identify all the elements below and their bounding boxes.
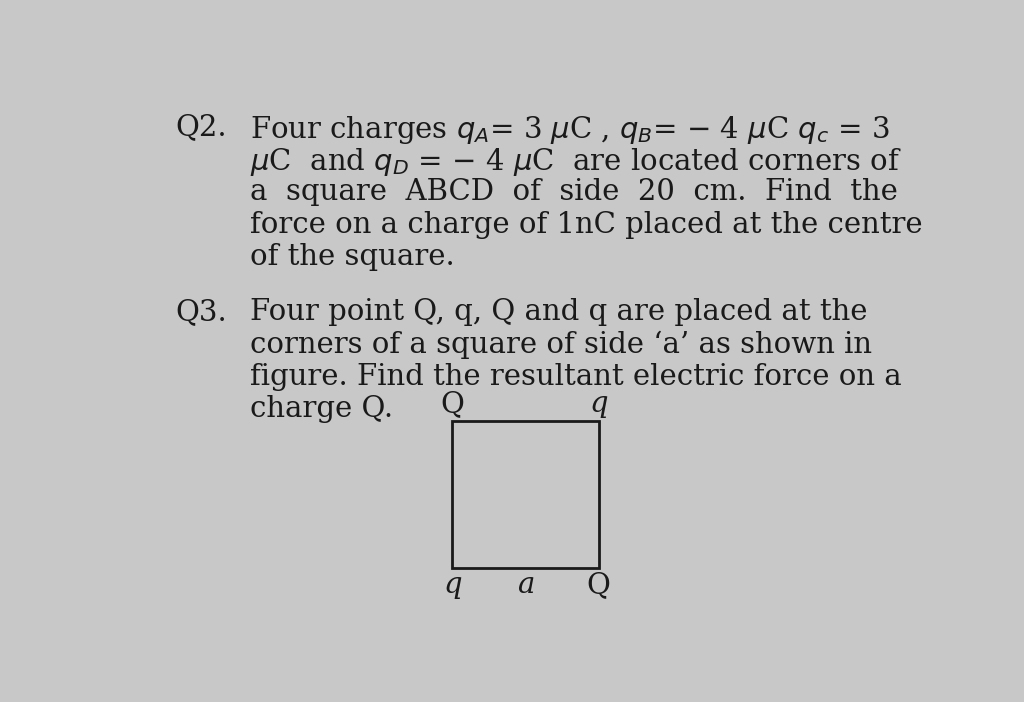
- Text: q: q: [590, 390, 608, 418]
- Text: Q3.: Q3.: [175, 298, 227, 326]
- Text: figure. Find the resultant electric force on a: figure. Find the resultant electric forc…: [250, 363, 902, 391]
- Text: $\mu$C  and $q_D$ = $-$ 4 $\mu$C  are located corners of: $\mu$C and $q_D$ = $-$ 4 $\mu$C are loca…: [250, 146, 901, 178]
- Bar: [453, 421, 599, 568]
- Text: a  square  ABCD  of  side  20  cm.  Find  the: a square ABCD of side 20 cm. Find the: [250, 178, 898, 206]
- Text: Q2.: Q2.: [175, 114, 227, 142]
- Text: corners of a square of side ‘a’ as shown in: corners of a square of side ‘a’ as shown…: [250, 331, 871, 359]
- Text: force on a charge of 1nC placed at the centre: force on a charge of 1nC placed at the c…: [250, 211, 923, 239]
- Text: Q: Q: [440, 390, 464, 418]
- Text: Four point Q, q, Q and q are placed at the: Four point Q, q, Q and q are placed at t…: [250, 298, 867, 326]
- Text: charge Q.: charge Q.: [250, 395, 393, 423]
- Text: Q: Q: [587, 571, 610, 599]
- Text: of the square.: of the square.: [250, 243, 455, 271]
- Text: Four charges $q_A$= 3 $\mu$C , $q_B$= $-$ 4 $\mu$C $q_c$ = 3: Four charges $q_A$= 3 $\mu$C , $q_B$= $-…: [250, 114, 890, 145]
- Text: q: q: [443, 571, 462, 599]
- Text: a: a: [517, 571, 535, 599]
